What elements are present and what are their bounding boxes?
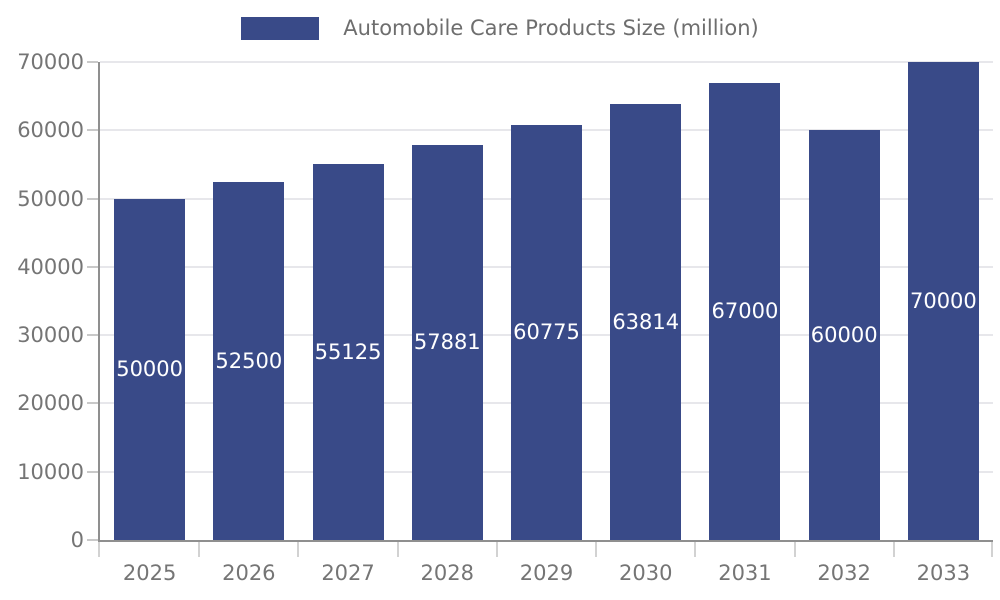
x-axis-line bbox=[98, 540, 993, 542]
x-tick bbox=[98, 542, 100, 557]
plot-area: 50000 52500 55125 57881 60775 63814 67000 60000… bbox=[17, 50, 993, 585]
bar-value-label: 60775 bbox=[513, 320, 580, 345]
bar-2027 bbox=[312, 163, 384, 540]
y-tick bbox=[87, 61, 98, 63]
bar-2026 bbox=[213, 181, 285, 540]
bar-value-label: 57881 bbox=[413, 330, 481, 355]
x-tick bbox=[198, 542, 201, 557]
x-tick-label: 2031 bbox=[718, 561, 772, 585]
bar-2030 bbox=[610, 104, 682, 540]
y-tick-label: 0 bbox=[70, 528, 84, 552]
bar-value-label: 52500 bbox=[215, 348, 283, 373]
legend: Automobile Care Products Size (million) bbox=[0, 16, 1000, 40]
gridline bbox=[100, 61, 993, 63]
bar-value-label: 60000 bbox=[810, 323, 878, 348]
x-tick-label: 2026 bbox=[222, 561, 276, 585]
x-tick bbox=[495, 542, 498, 557]
bar-value-label: 55125 bbox=[314, 339, 382, 364]
bar-value-label: 50000 bbox=[116, 357, 184, 382]
y-tick bbox=[87, 197, 98, 200]
y-tick bbox=[87, 265, 98, 268]
y-tick-label: 40000 bbox=[17, 254, 84, 279]
y-tick bbox=[87, 129, 98, 132]
x-tick-label: 2029 bbox=[519, 561, 574, 585]
bar-2025 bbox=[114, 198, 186, 540]
x-tick bbox=[694, 542, 697, 557]
x-tick-label: 2027 bbox=[321, 561, 375, 585]
bar-value-label: 70000 bbox=[909, 289, 977, 313]
legend-label: Automobile Care Products Size (million) bbox=[343, 16, 759, 40]
bar-value-label: 67000 bbox=[711, 299, 779, 324]
bar-value-label: 63814 bbox=[612, 310, 680, 335]
bar-2029 bbox=[511, 125, 582, 540]
x-tick bbox=[892, 542, 895, 557]
bar-2032 bbox=[808, 130, 880, 540]
x-tick bbox=[991, 542, 993, 557]
x-tick-label: 2025 bbox=[122, 561, 177, 585]
x-tick-label: 2030 bbox=[618, 561, 673, 585]
bar-2033 bbox=[907, 62, 979, 540]
y-tick-label: 20000 bbox=[17, 391, 84, 416]
y-tick-label: 50000 bbox=[17, 186, 84, 211]
y-tick-label: 60000 bbox=[17, 118, 84, 143]
y-tick-label: 10000 bbox=[17, 459, 84, 484]
y-tick-label: 70000 bbox=[17, 50, 84, 74]
y-tick-label: 30000 bbox=[17, 323, 84, 348]
y-tick bbox=[87, 470, 98, 473]
x-tick bbox=[595, 542, 598, 557]
x-tick bbox=[793, 542, 796, 557]
x-tick bbox=[297, 542, 300, 557]
bar-2031 bbox=[709, 82, 781, 540]
y-tick bbox=[87, 334, 98, 337]
x-tick bbox=[396, 542, 399, 557]
x-tick-label: 2028 bbox=[420, 561, 474, 585]
legend-swatch bbox=[241, 16, 320, 40]
y-tick bbox=[87, 402, 98, 405]
y-axis-line bbox=[98, 62, 100, 540]
x-tick-label: 2032 bbox=[817, 561, 871, 585]
x-tick-label: 2033 bbox=[916, 561, 971, 585]
bar-2028 bbox=[411, 144, 483, 540]
y-tick bbox=[87, 539, 98, 541]
